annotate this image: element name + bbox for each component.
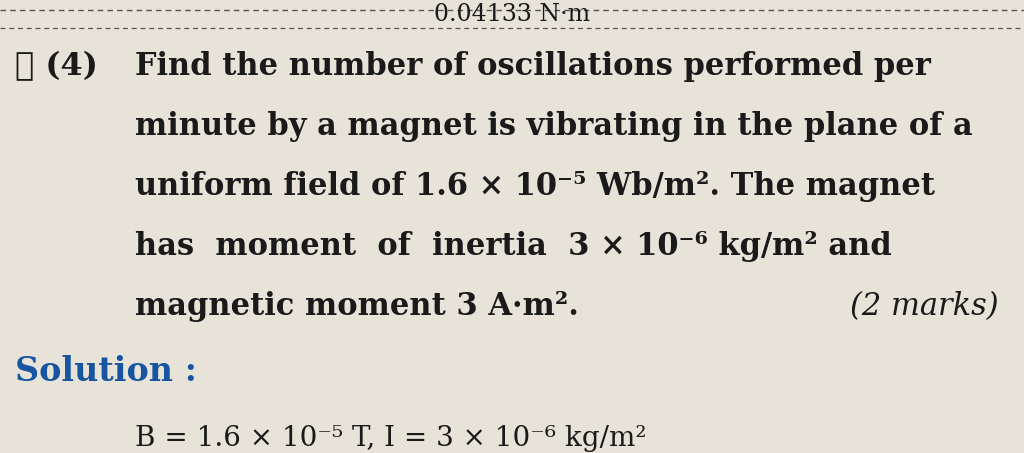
Text: magnetic moment 3 A·m².: magnetic moment 3 A·m². — [135, 291, 579, 322]
Text: minute by a magnet is vibrating in the plane of a: minute by a magnet is vibrating in the p… — [135, 111, 973, 142]
Text: has  moment  of  inertia  3 × 10⁻⁶ kg/m² and: has moment of inertia 3 × 10⁻⁶ kg/m² and — [135, 231, 892, 262]
Text: 0.04133 N·m: 0.04133 N·m — [434, 3, 590, 26]
Text: uniform field of 1.6 × 10⁻⁵ Wb/m². The magnet: uniform field of 1.6 × 10⁻⁵ Wb/m². The m… — [135, 171, 935, 202]
Text: (2 marks): (2 marks) — [850, 291, 999, 322]
Text: Solution :: Solution : — [15, 355, 197, 388]
Text: B = 1.6 × 10⁻⁵ T, I = 3 × 10⁻⁶ kg/m²: B = 1.6 × 10⁻⁵ T, I = 3 × 10⁻⁶ kg/m² — [135, 425, 646, 452]
Text: Find the number of oscillations performed per: Find the number of oscillations performe… — [135, 51, 931, 82]
Text: ★ (4): ★ (4) — [15, 51, 98, 82]
